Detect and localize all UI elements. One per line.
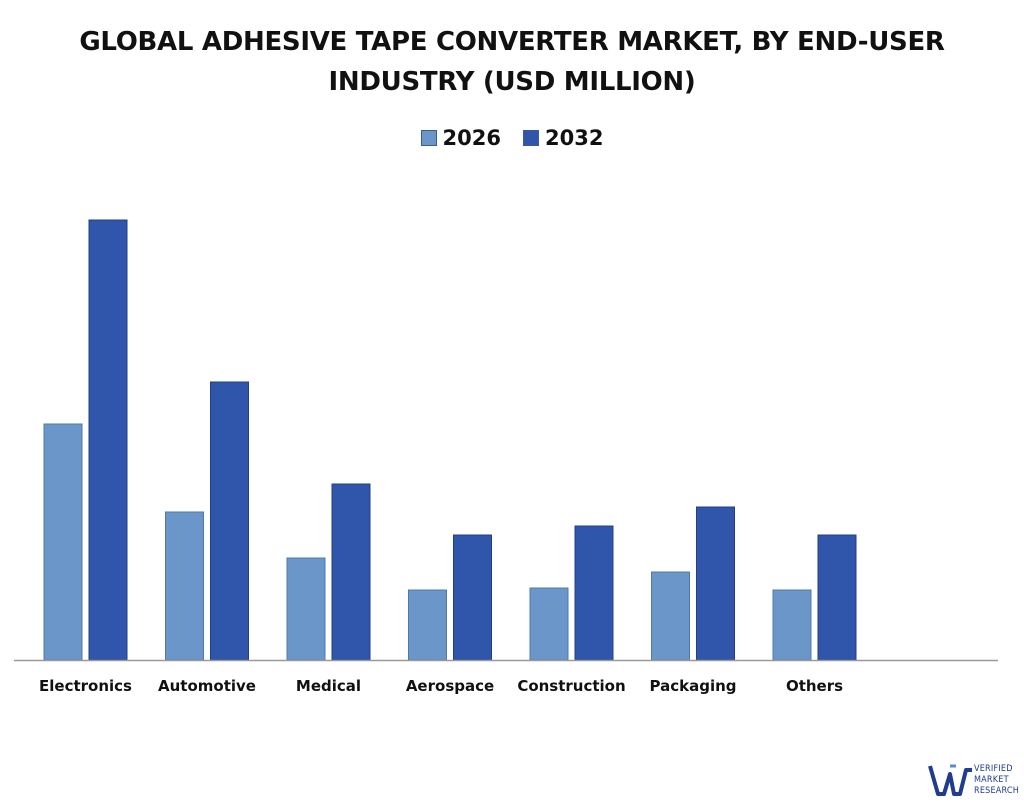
- legend-swatch-2026: [420, 130, 437, 146]
- vmr-logo-icon: [928, 764, 972, 796]
- bar-2026-automotive: [165, 511, 204, 661]
- bar-2032-electronics: [88, 219, 128, 661]
- bar-2032-aerospace: [453, 534, 492, 661]
- logo-line-1: VERIFIED: [974, 764, 1013, 774]
- bar-2026-medical: [286, 557, 326, 661]
- bar-2032-medical: [331, 483, 371, 661]
- legend-label-2026: 2026: [442, 126, 501, 150]
- bar-2032-construction: [574, 525, 614, 661]
- legend-swatch-2032: [523, 130, 539, 146]
- bar-2032-others: [817, 534, 857, 661]
- bar-2032-automotive: [210, 381, 249, 661]
- bar-2026-electronics: [43, 423, 83, 661]
- chart-title: GLOBAL ADHESIVE TAPE CONVERTER MARKET, B…: [79, 27, 945, 97]
- category-label-others: Others: [786, 677, 843, 695]
- bar-2032-packaging: [696, 506, 735, 661]
- bar-2026-aerospace: [408, 589, 447, 661]
- logo-line-3: RESEARCH: [974, 786, 1020, 796]
- category-label-medical: Medical: [296, 677, 361, 695]
- legend-label-2032: 2032: [545, 126, 604, 150]
- bar-2026-others: [772, 589, 812, 661]
- bar-2026-construction: [529, 587, 569, 661]
- legend-item-2026: 2026: [420, 126, 501, 150]
- vmr-logo-text: VERIFIED MARKET RESEARCH: [974, 764, 1019, 797]
- category-label-construction: Construction: [517, 677, 625, 695]
- legend: 2026 2032: [0, 126, 1024, 150]
- vmr-logo: VERIFIED MARKET RESEARCH: [928, 760, 1024, 804]
- logo-line-2: MARKET: [974, 775, 1009, 785]
- category-label-packaging: Packaging: [650, 677, 737, 695]
- category-label-electronics: Electronics: [39, 677, 132, 695]
- legend-item-2032: 2032: [523, 126, 603, 150]
- category-label-automotive: Automotive: [158, 677, 256, 695]
- bar-2026-packaging: [651, 571, 690, 661]
- category-label-aerospace: Aerospace: [406, 677, 494, 695]
